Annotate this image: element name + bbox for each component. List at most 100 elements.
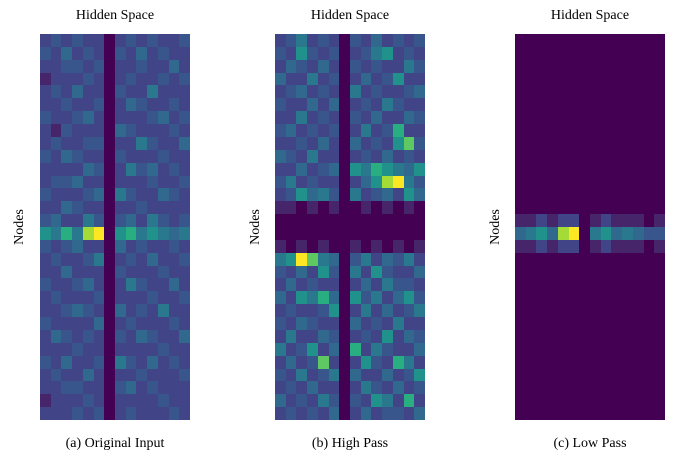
heatmap-cell xyxy=(50,304,62,318)
heatmap-cell xyxy=(579,46,590,60)
heatmap-cell xyxy=(382,188,393,202)
heatmap-cell xyxy=(125,381,137,395)
heatmap-cell xyxy=(136,201,148,215)
heatmap-cell xyxy=(40,59,51,73)
heatmap-cell xyxy=(328,98,340,112)
heatmap-cell xyxy=(392,252,404,266)
heatmap-cell xyxy=(654,162,665,176)
heatmap-cell xyxy=(82,214,94,227)
heatmap-cell xyxy=(360,317,372,330)
heatmap-cell xyxy=(414,149,425,163)
heatmap-cell xyxy=(611,162,623,176)
heatmap-cell xyxy=(392,72,404,86)
panel-c-ylabel: Nodes xyxy=(488,209,503,245)
heatmap-cell xyxy=(643,175,655,189)
heatmap-cell xyxy=(125,394,137,408)
heatmap-cell xyxy=(403,265,415,279)
heatmap-cell xyxy=(547,162,558,176)
heatmap-cell xyxy=(82,46,94,60)
heatmap-cell xyxy=(525,381,537,395)
heatmap-cell xyxy=(525,239,537,253)
heatmap-cell xyxy=(275,46,286,60)
heatmap-cell xyxy=(61,111,73,125)
heatmap-cell xyxy=(536,227,548,240)
heatmap-cell xyxy=(317,149,329,163)
heatmap-cell xyxy=(371,34,383,47)
heatmap-cell xyxy=(328,394,340,408)
heatmap-cell xyxy=(392,175,404,189)
heatmap-cell xyxy=(525,214,537,227)
heatmap-cell xyxy=(600,252,612,266)
heatmap-cell xyxy=(568,329,580,343)
heatmap-cell xyxy=(622,188,633,202)
heatmap-cell xyxy=(654,111,665,125)
heatmap-cell xyxy=(307,394,318,408)
heatmap-cell xyxy=(525,342,537,356)
heatmap-cell xyxy=(125,162,137,176)
heatmap-cell xyxy=(525,124,537,137)
heatmap-cell xyxy=(643,34,655,47)
heatmap-cell xyxy=(168,355,180,369)
heatmap-cell xyxy=(350,59,361,73)
heatmap-cell xyxy=(296,124,308,137)
heatmap-cell xyxy=(579,214,590,227)
heatmap-cell xyxy=(328,124,340,137)
heatmap-cell xyxy=(104,239,115,253)
heatmap-cell xyxy=(643,394,655,408)
heatmap-cell xyxy=(136,85,148,99)
heatmap-cell xyxy=(136,252,148,266)
heatmap-cell xyxy=(104,149,115,163)
heatmap-cell xyxy=(61,59,73,73)
heatmap-cell xyxy=(328,34,340,47)
heatmap-cell xyxy=(72,46,83,60)
heatmap-cell xyxy=(61,85,73,99)
heatmap-cell xyxy=(515,124,526,137)
heatmap-cell xyxy=(403,124,415,137)
heatmap-cell xyxy=(600,201,612,215)
heatmap-cell xyxy=(136,98,148,112)
heatmap-cell xyxy=(371,227,383,240)
heatmap-cell xyxy=(392,98,404,112)
heatmap-cell xyxy=(179,394,190,408)
heatmap-cell xyxy=(115,34,126,47)
heatmap-cell xyxy=(147,201,158,215)
heatmap-cell xyxy=(579,329,590,343)
heatmap-cell xyxy=(168,381,180,395)
heatmap-cell xyxy=(547,355,558,369)
heatmap-cell xyxy=(414,407,425,420)
heatmap-cell xyxy=(296,304,308,318)
heatmap-cell xyxy=(72,368,83,382)
heatmap-cell xyxy=(339,59,350,73)
heatmap-cell xyxy=(579,188,590,202)
heatmap-cell xyxy=(179,188,190,202)
heatmap-cell xyxy=(307,304,318,318)
heatmap-cell xyxy=(557,304,569,318)
heatmap-cell xyxy=(317,111,329,125)
heatmap-cell xyxy=(590,85,601,99)
heatmap-cell xyxy=(632,407,644,420)
heatmap-cell xyxy=(168,201,180,215)
heatmap-cell xyxy=(350,85,361,99)
heatmap-cell xyxy=(82,124,94,137)
heatmap-cell xyxy=(328,149,340,163)
heatmap-cell xyxy=(157,355,169,369)
heatmap-cell xyxy=(136,59,148,73)
heatmap-cell xyxy=(317,98,329,112)
heatmap-cell xyxy=(317,239,329,253)
heatmap-cell xyxy=(579,136,590,150)
heatmap-cell xyxy=(136,291,148,305)
heatmap-cell xyxy=(136,329,148,343)
heatmap-cell xyxy=(157,72,169,86)
heatmap-cell xyxy=(168,136,180,150)
heatmap-cell xyxy=(296,342,308,356)
heatmap-cell xyxy=(382,175,393,189)
heatmap-cell xyxy=(403,149,415,163)
heatmap-cell xyxy=(317,214,329,227)
heatmap-cell xyxy=(515,394,526,408)
heatmap-cell xyxy=(317,394,329,408)
heatmap-cell xyxy=(328,355,340,369)
heatmap-cell xyxy=(611,98,623,112)
heatmap-cell xyxy=(515,98,526,112)
heatmap-cell xyxy=(371,381,383,395)
heatmap-cell xyxy=(275,355,286,369)
